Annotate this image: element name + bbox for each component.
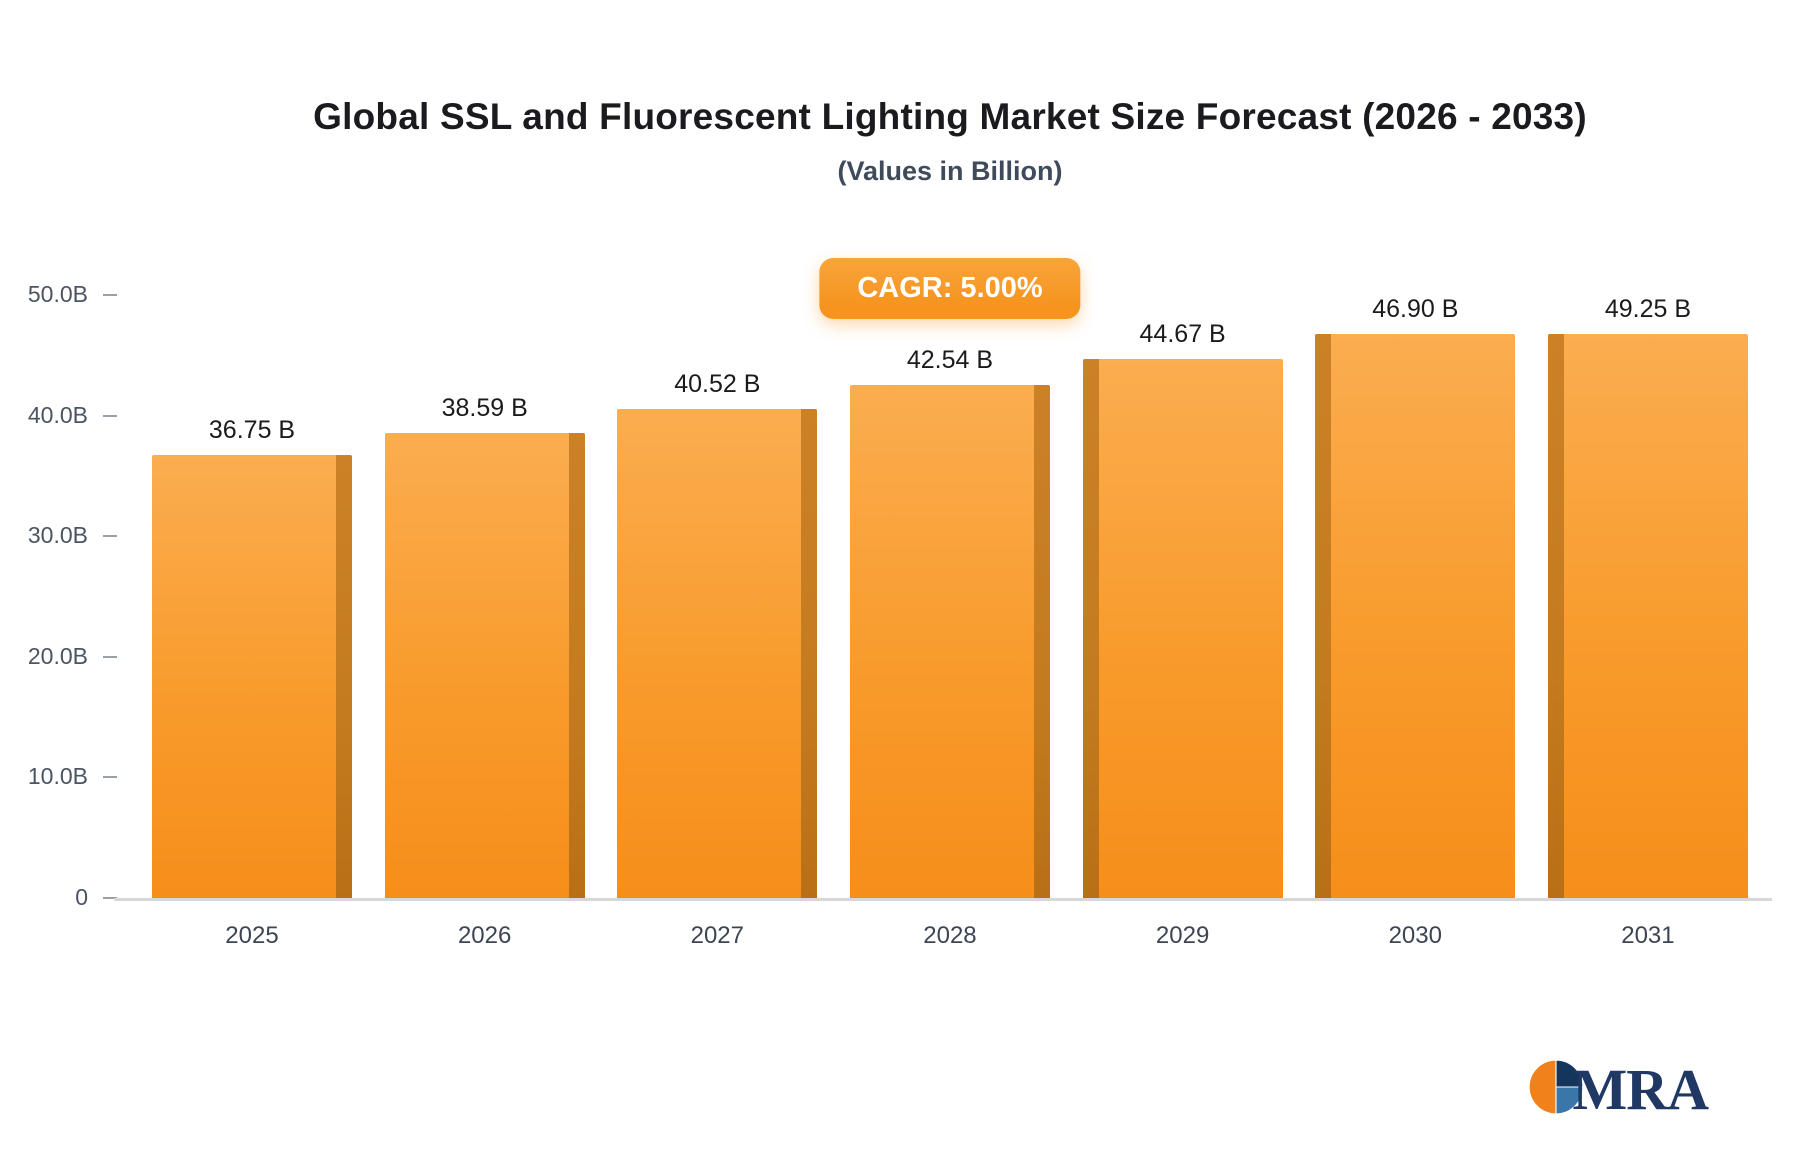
bar-slot: 38.59 B 2026 [384, 295, 585, 949]
y-tick-label: 0 [75, 884, 88, 910]
bar-value-label: 42.54 B [906, 346, 994, 374]
y-tick-mark [103, 776, 117, 779]
y-tick-mark [103, 294, 117, 296]
y-tick-label: 50.0B [27, 281, 88, 307]
y-tick-label: 20.0B [27, 642, 88, 669]
bar-2025 [152, 455, 352, 898]
x-axis-label: 2027 [690, 922, 744, 949]
y-tick-mark [103, 535, 117, 538]
x-axis-label: 2031 [1621, 922, 1675, 949]
bars: 36.75 B 2025 38.59 B 2026 40.52 B 2027 42.54 B… [128, 295, 1772, 949]
y-axis: 0 10.0B 20.0B 30.0B 40.0B 50.0B [0, 281, 128, 910]
mra-logo: MRA [1528, 1056, 1709, 1122]
x-axis-label: 2030 [1388, 922, 1442, 949]
bar-slot: 46.90 B 2030 [1315, 295, 1516, 949]
bar-2030 [1315, 334, 1516, 898]
x-axis-label: 2028 [923, 922, 977, 949]
bar-slot: 36.75 B 2025 [152, 295, 352, 949]
bar-2026 [384, 433, 585, 898]
cagr-badge: CAGR: 5.00% [819, 258, 1081, 319]
bar-2031 [1547, 334, 1748, 898]
logo-text: MRA [1572, 1056, 1709, 1122]
plot-area: 36.75 B 2025 38.59 B 2026 40.52 B 2027 42.54 B… [114, 295, 1772, 949]
x-axis-label: 2025 [225, 922, 279, 949]
bar-value-label: 36.75 B [208, 416, 296, 444]
chart-subtitle: (Values in Billion) [837, 156, 1063, 186]
bar-2029 [1082, 359, 1283, 898]
x-axis-label: 2029 [1155, 922, 1210, 949]
bar-slot: 49.25 B 2031 [1547, 295, 1748, 949]
x-axis-line [114, 898, 1772, 901]
y-tick-mark [103, 414, 117, 417]
bar-2027 [617, 409, 818, 898]
bar-value-label: 44.67 B [1139, 320, 1226, 348]
y-tick-label: 40.0B [27, 401, 88, 428]
y-tick-label: 10.0B [27, 763, 88, 790]
y-tick-label: 30.0B [27, 522, 88, 549]
bar-value-label: 38.59 B [441, 394, 528, 422]
chart-header: Global SSL and Fluorescent Lighting Mark… [100, 96, 1800, 187]
bar-slot: 42.54 B 2028 [849, 295, 1050, 949]
x-axis-label: 2026 [457, 922, 512, 949]
bar-slot: 44.67 B 2029 [1082, 295, 1283, 949]
bar-slot: 40.52 B 2027 [617, 295, 818, 949]
chart-title: Global SSL and Fluorescent Lighting Mark… [313, 96, 1587, 137]
bar-value-label: 40.52 B [674, 370, 761, 398]
bar-2028 [849, 385, 1050, 898]
bar-value-label: 46.90 B [1372, 295, 1459, 323]
y-tick-mark [103, 897, 117, 899]
y-tick-mark [103, 655, 117, 658]
logo-pie-icon [1528, 1059, 1584, 1120]
bar-value-label: 49.25 B [1604, 295, 1692, 323]
